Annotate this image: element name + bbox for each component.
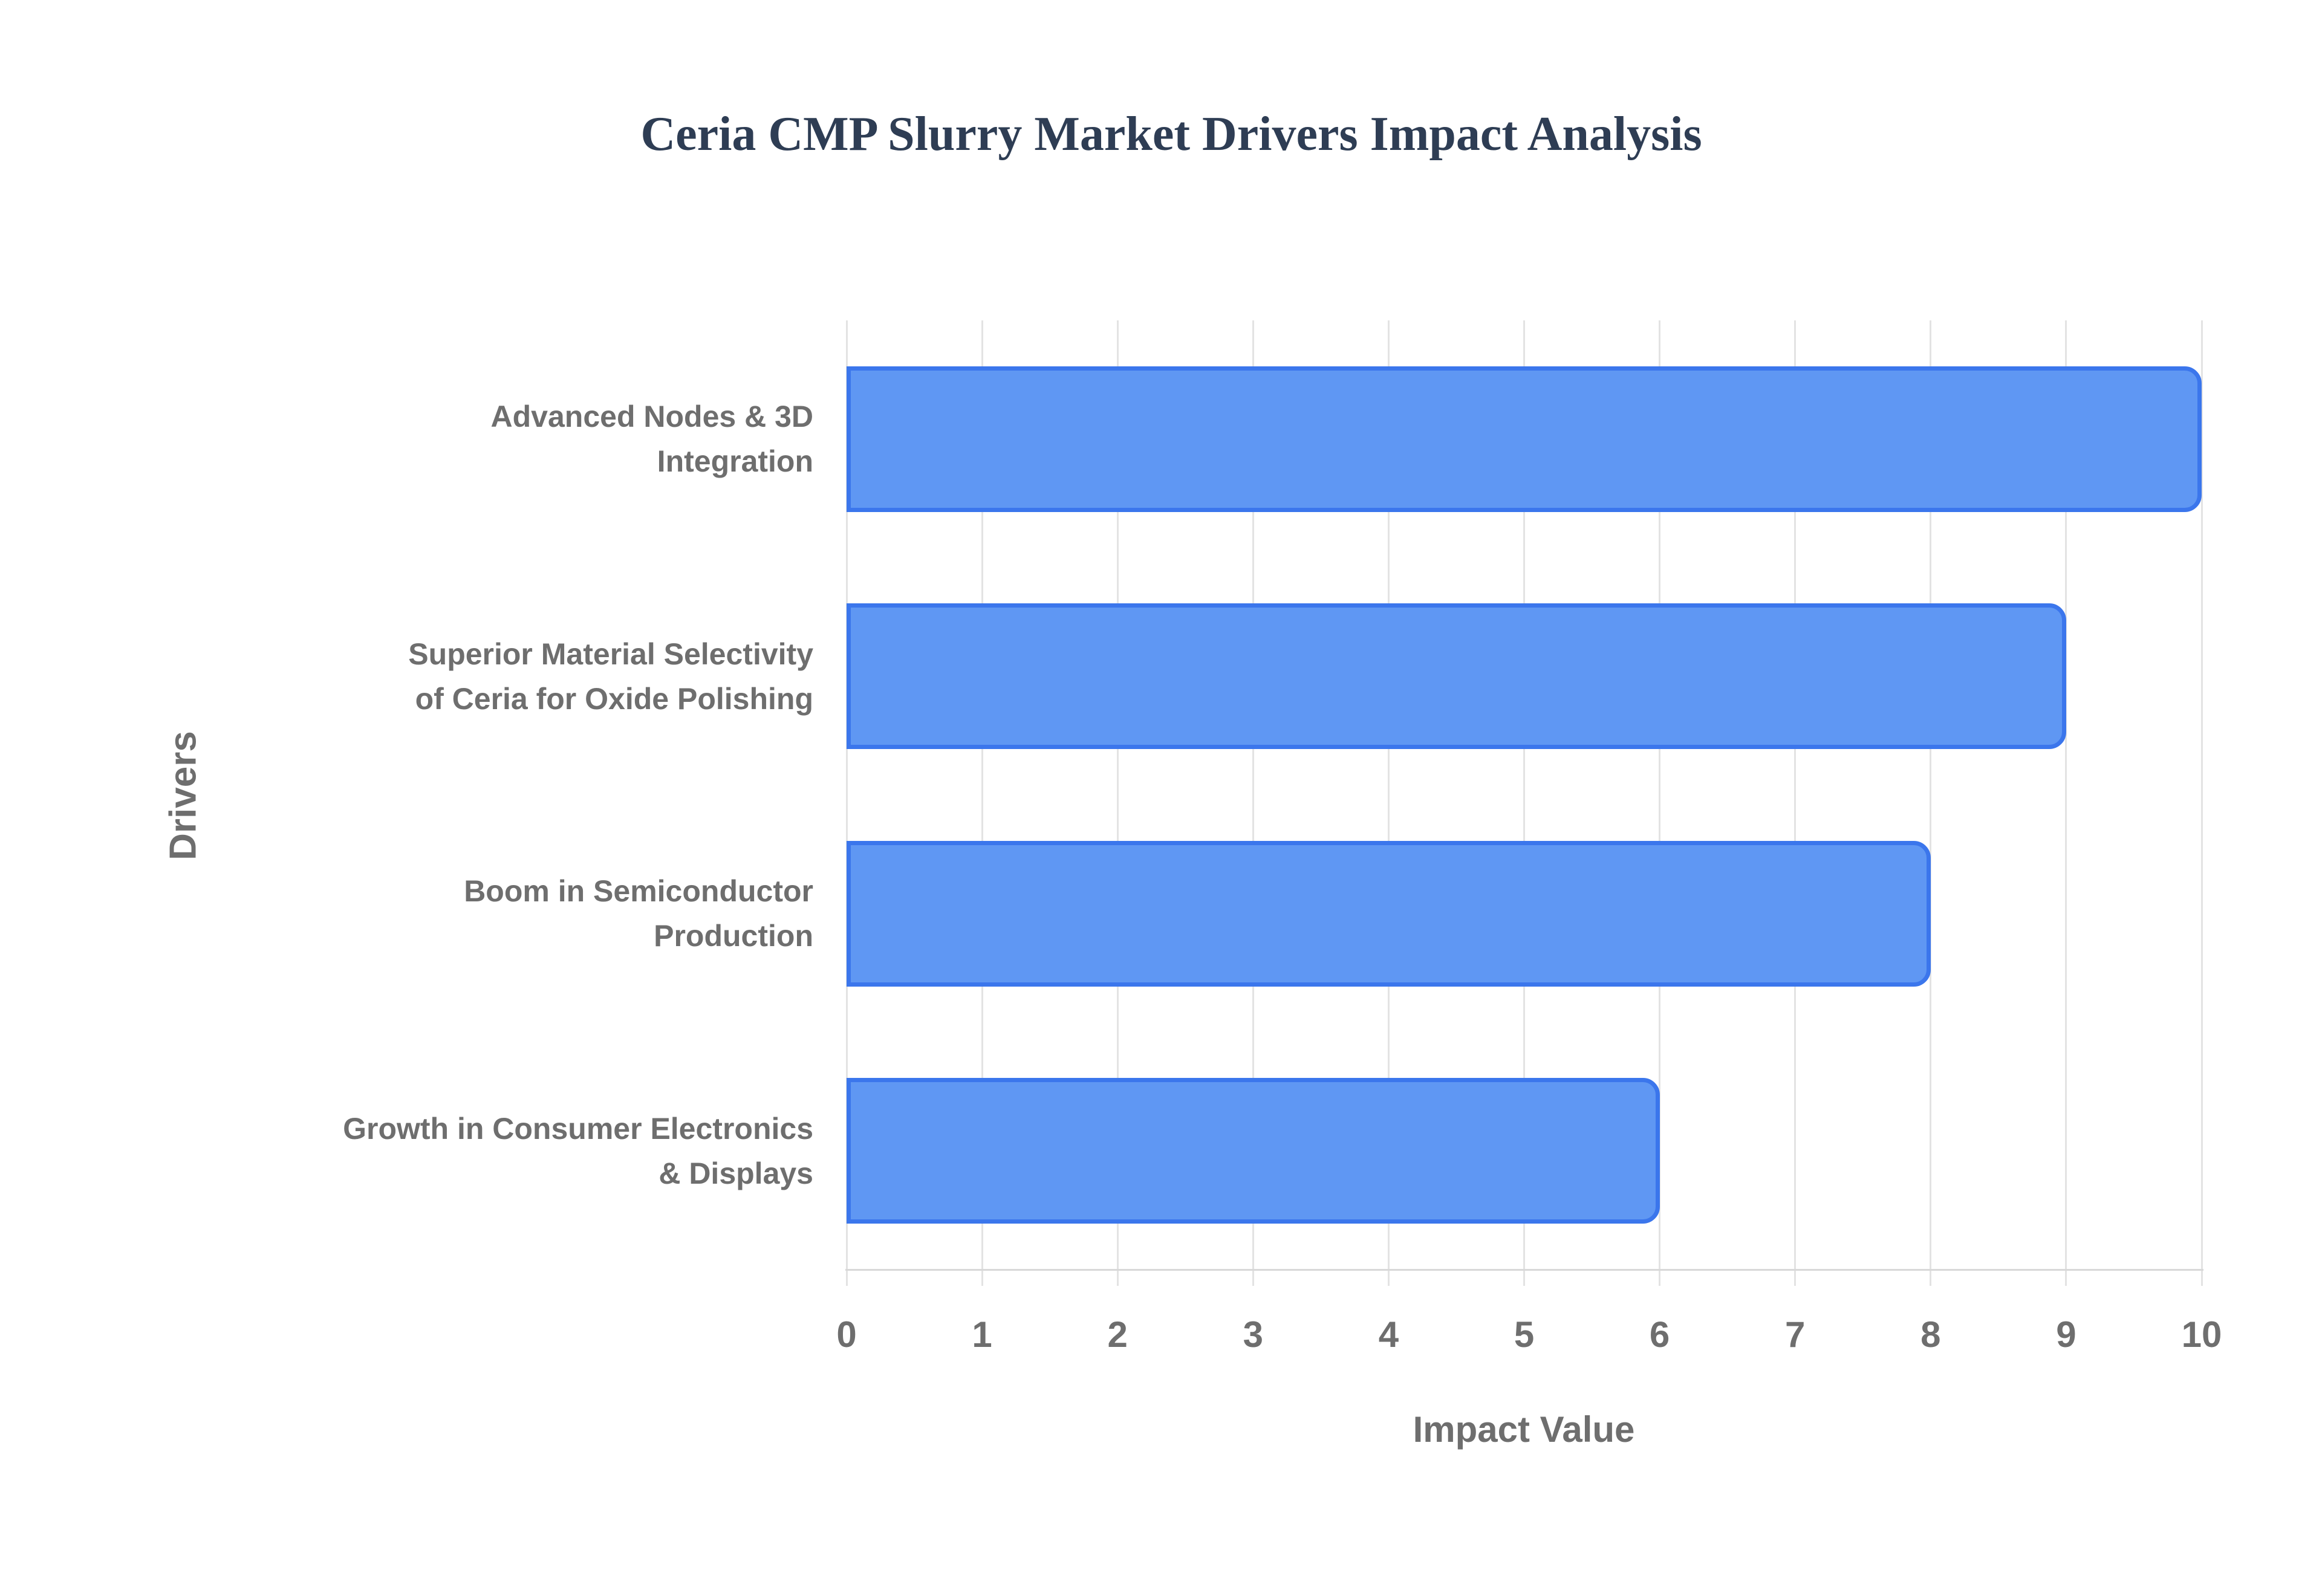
category-label: Growth in Consumer Electronics & Display… [343,1111,813,1190]
x-tick-label: 3 [1243,1314,1263,1355]
gridline [845,320,848,1286]
x-tick-label: 6 [1649,1314,1670,1355]
x-tick-label: 0 [836,1314,857,1355]
chart-title: Ceria CMP Slurry Market Drivers Impact A… [640,108,1702,161]
gridline [1387,320,1390,1286]
plot-area [845,320,2203,1286]
bar[interactable] [847,1078,1660,1224]
x-tick-label: 2 [1107,1314,1128,1355]
gridline [1252,320,1254,1286]
category-label: Advanced Nodes & 3D Integration [490,400,813,479]
bar[interactable] [847,603,2066,750]
category-label: Boom in Semiconductor Production [464,874,813,953]
gridline [1116,320,1119,1286]
gridline [2065,320,2067,1286]
x-tick-label: 7 [1785,1314,1806,1355]
bar[interactable] [847,840,1931,987]
gridline [1659,320,1661,1286]
category-label: Superior Material Selectivity of Ceria f… [408,637,813,716]
bar[interactable] [847,366,2202,512]
x-tick-label: 5 [1514,1314,1535,1355]
gridline [1794,320,1797,1286]
gridline [981,320,983,1286]
x-axis-title: Impact Value [1413,1409,1635,1450]
y-axis-category-labels: Advanced Nodes & 3D Integration Superior … [0,320,813,1270]
x-tick-label: 9 [2056,1314,2076,1355]
x-tick-label: 4 [1378,1314,1399,1355]
gridline [1523,320,1525,1286]
gridline [1930,320,1932,1286]
x-axis-line [845,1269,2203,1271]
gridline [2200,320,2203,1286]
x-tick-label: 1 [972,1314,992,1355]
x-tick-label: 10 [2181,1314,2222,1355]
x-tick-label: 8 [1920,1314,1941,1355]
